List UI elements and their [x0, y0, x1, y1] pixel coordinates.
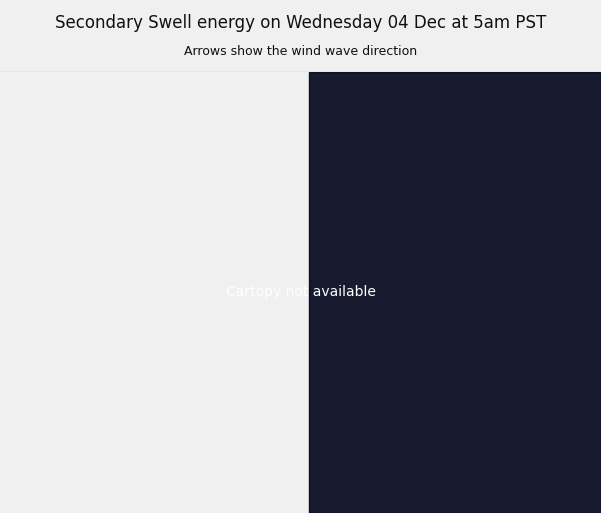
Text: Cartopy not available: Cartopy not available [225, 285, 376, 300]
Text: Arrows show the wind wave direction: Arrows show the wind wave direction [184, 45, 417, 58]
Text: Secondary Swell energy on Wednesday 04 Dec at 5am PST: Secondary Swell energy on Wednesday 04 D… [55, 14, 546, 32]
